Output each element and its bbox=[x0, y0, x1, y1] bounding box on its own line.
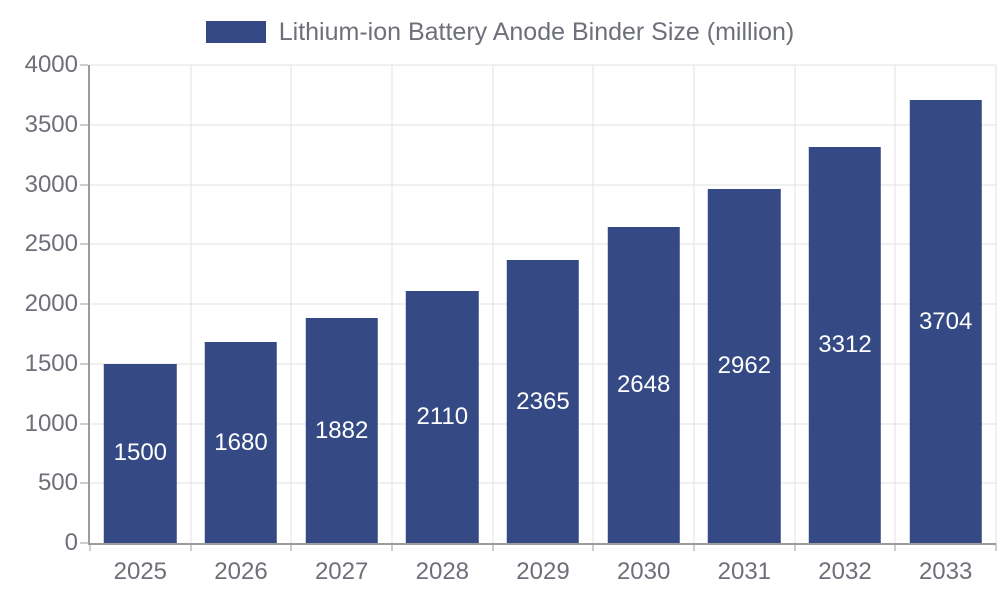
x-axis-tick-label: 2026 bbox=[214, 558, 268, 585]
legend-swatch bbox=[205, 21, 266, 43]
x-axis-tick-label: 2030 bbox=[616, 558, 671, 585]
x-axis-tick-label: 2033 bbox=[918, 558, 973, 585]
bar-value-label: 1680 bbox=[214, 428, 268, 456]
gridline-vertical bbox=[894, 65, 896, 543]
legend-item[interactable]: Lithium-ion Battery Anode Binder Size (m… bbox=[0, 19, 1000, 45]
gridline-vertical bbox=[492, 65, 494, 543]
x-axis-tick-label: 2028 bbox=[415, 558, 470, 585]
y-axis-tick-label: 1500 bbox=[24, 349, 78, 377]
y-axis-tick bbox=[80, 303, 88, 305]
bar-value-label: 2648 bbox=[616, 370, 671, 398]
x-axis-tick-label: 2032 bbox=[818, 558, 872, 585]
bar-value-label: 3312 bbox=[818, 331, 872, 359]
x-axis-tick bbox=[794, 543, 796, 551]
gridline-horizontal bbox=[90, 64, 996, 66]
bar-value-label: 2962 bbox=[717, 352, 772, 380]
bar[interactable]: 2110 bbox=[406, 290, 479, 543]
x-axis-tick bbox=[693, 543, 695, 551]
gridline-vertical bbox=[190, 65, 192, 543]
bar[interactable]: 3704 bbox=[909, 100, 982, 543]
bar[interactable]: 2365 bbox=[506, 260, 580, 543]
y-axis-tick-label: 1000 bbox=[24, 409, 78, 437]
y-axis-tick bbox=[80, 243, 88, 245]
bar[interactable]: 1680 bbox=[204, 342, 278, 543]
y-axis-tick-label: 3000 bbox=[24, 170, 78, 198]
x-axis-tick bbox=[894, 543, 896, 551]
gridline-vertical bbox=[592, 65, 594, 543]
x-axis-tick bbox=[290, 543, 292, 551]
bar-value-label: 3704 bbox=[918, 307, 973, 335]
bar[interactable]: 3312 bbox=[808, 147, 882, 543]
bar-value-label: 1882 bbox=[314, 416, 369, 444]
y-axis-tick-label: 3500 bbox=[24, 110, 78, 138]
bar-value-label: 2365 bbox=[516, 387, 570, 415]
x-axis-tick bbox=[995, 543, 997, 551]
bar[interactable]: 2648 bbox=[607, 226, 680, 543]
bar-value-label: 2110 bbox=[416, 402, 469, 430]
bar[interactable]: 2962 bbox=[708, 189, 781, 543]
x-axis-tick bbox=[391, 543, 393, 551]
y-axis-tick-label: 2500 bbox=[24, 230, 78, 258]
y-axis-tick-label: 500 bbox=[37, 469, 78, 497]
y-axis-tick bbox=[80, 64, 88, 66]
bar[interactable]: 1500 bbox=[104, 363, 177, 543]
x-axis-tick-label: 2027 bbox=[314, 558, 369, 585]
gridline-vertical bbox=[794, 65, 796, 543]
gridline-vertical bbox=[693, 65, 695, 543]
x-axis-tick bbox=[190, 543, 192, 551]
gridline-horizontal bbox=[90, 184, 996, 185]
y-axis-tick bbox=[80, 423, 88, 424]
bar-value-label: 1500 bbox=[113, 439, 168, 467]
plot-area: 0 500 1000 1500 2000 2500 3000 3500 4000 1500 2025… bbox=[25, 53, 997, 585]
x-axis-tick-label: 2029 bbox=[516, 558, 570, 585]
y-axis-tick bbox=[80, 124, 88, 126]
y-axis-tick-label: 2000 bbox=[24, 290, 78, 317]
y-axis-tick-label: 4000 bbox=[24, 51, 78, 78]
gridline-horizontal bbox=[90, 124, 996, 126]
x-axis-tick-label: 2025 bbox=[113, 558, 168, 585]
x-axis-tick-label: 2031 bbox=[717, 558, 772, 585]
bar[interactable]: 1882 bbox=[305, 318, 378, 543]
legend-label: Lithium-ion Battery Anode Binder Size (m… bbox=[278, 18, 795, 46]
y-axis-tick bbox=[80, 184, 88, 185]
gridline-vertical bbox=[995, 65, 997, 543]
y-axis-tick bbox=[80, 482, 88, 484]
y-axis-tick bbox=[80, 363, 88, 365]
x-axis-tick bbox=[592, 543, 594, 551]
gridline-vertical bbox=[290, 65, 292, 543]
gridline-vertical bbox=[391, 65, 393, 543]
x-axis-tick bbox=[89, 543, 91, 551]
y-axis-tick-label: 0 bbox=[64, 529, 78, 556]
x-axis-tick bbox=[492, 543, 494, 551]
gridline-horizontal bbox=[90, 243, 996, 245]
y-axis-tick bbox=[80, 542, 88, 544]
